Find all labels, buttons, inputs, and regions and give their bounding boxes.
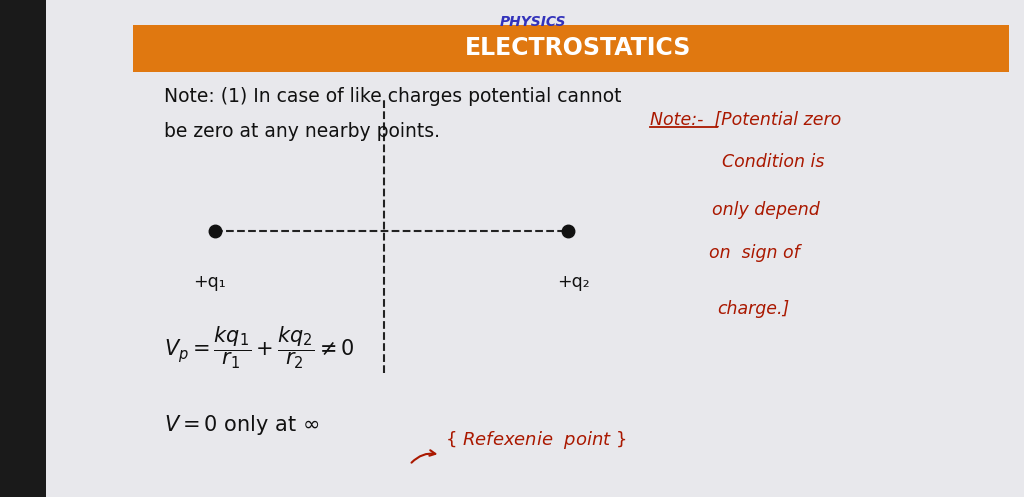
Text: $\{$ Refexenie  point $\}$: $\{$ Refexenie point $\}$ xyxy=(445,429,627,451)
Text: be zero at any nearby points.: be zero at any nearby points. xyxy=(164,122,440,141)
Text: Note:-  [Potential zero: Note:- [Potential zero xyxy=(650,110,842,128)
Text: Condition is: Condition is xyxy=(722,153,824,170)
Text: ELECTROSTATICS: ELECTROSTATICS xyxy=(465,36,692,60)
Bar xyxy=(0,0,46,497)
Text: $V_p = \dfrac{kq_1}{r_1} + \dfrac{kq_2}{r_2} \neq 0$: $V_p = \dfrac{kq_1}{r_1} + \dfrac{kq_2}{… xyxy=(164,325,354,371)
Text: only depend: only depend xyxy=(712,201,819,219)
Text: +q₂: +q₂ xyxy=(557,273,590,291)
Text: +q₁: +q₁ xyxy=(194,273,226,291)
Text: Note: (1) In case of like charges potential cannot: Note: (1) In case of like charges potent… xyxy=(164,87,622,106)
Bar xyxy=(133,25,1009,72)
Text: $V = 0$ only at $\infty$: $V = 0$ only at $\infty$ xyxy=(164,413,319,437)
Text: charge.]: charge.] xyxy=(717,300,790,318)
Text: on  sign of: on sign of xyxy=(709,245,800,262)
Text: PHYSICS: PHYSICS xyxy=(500,15,565,29)
